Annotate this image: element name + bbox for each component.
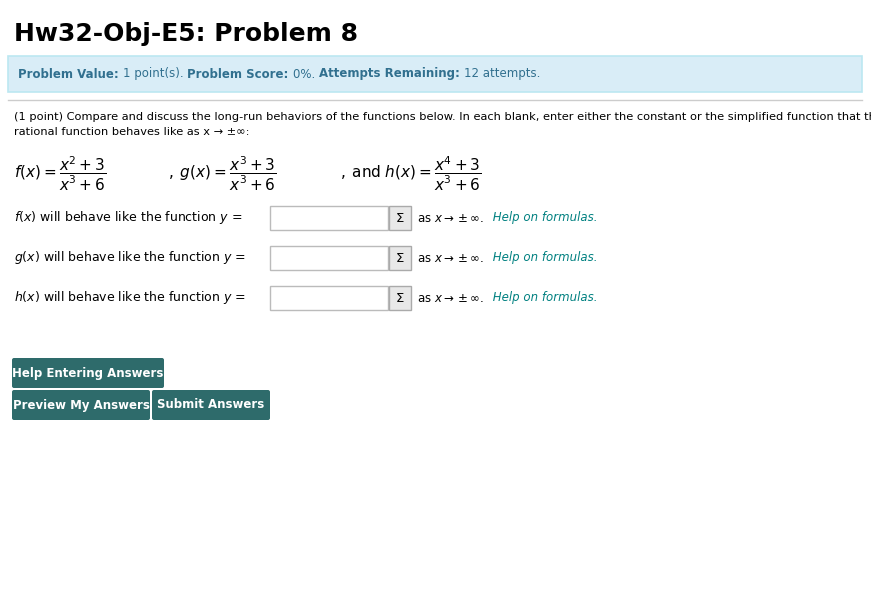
Text: 12 attempts.: 12 attempts. <box>463 68 540 80</box>
Text: Problem Value:: Problem Value: <box>18 68 123 80</box>
FancyBboxPatch shape <box>152 390 270 420</box>
Bar <box>389 246 411 270</box>
Text: Hw32-Obj-E5: Problem 8: Hw32-Obj-E5: Problem 8 <box>14 22 358 46</box>
Text: $\mathit{g}(x)$ will behave like the function $\mathit{y}$ =: $\mathit{g}(x)$ will behave like the fun… <box>14 250 246 267</box>
Text: $\Sigma$: $\Sigma$ <box>395 252 405 264</box>
FancyBboxPatch shape <box>12 390 150 420</box>
Text: $\Sigma$: $\Sigma$ <box>395 292 405 304</box>
Bar <box>270 246 388 270</box>
Text: Problem Score:: Problem Score: <box>187 68 293 80</box>
Text: Attempts Remaining:: Attempts Remaining: <box>319 68 463 80</box>
Text: 0%.: 0%. <box>293 68 319 80</box>
Bar <box>389 206 411 230</box>
FancyBboxPatch shape <box>12 358 164 388</box>
Text: as $x \rightarrow \pm\infty$.: as $x \rightarrow \pm\infty$. <box>417 211 484 225</box>
Text: Help on formulas.: Help on formulas. <box>489 211 598 225</box>
Bar <box>389 286 411 310</box>
Text: Help on formulas.: Help on formulas. <box>489 292 598 304</box>
Text: 1 point(s).: 1 point(s). <box>123 68 187 80</box>
Bar <box>8 56 862 92</box>
Text: Preview My Answers: Preview My Answers <box>12 398 150 412</box>
Text: as $x \rightarrow \pm\infty$.: as $x \rightarrow \pm\infty$. <box>417 252 484 264</box>
Text: as $x \rightarrow \pm\infty$.: as $x \rightarrow \pm\infty$. <box>417 292 484 304</box>
Text: rational function behaves like as x → ±∞:: rational function behaves like as x → ±∞… <box>14 127 249 137</box>
Text: Help on formulas.: Help on formulas. <box>489 252 598 264</box>
Bar <box>270 206 388 230</box>
Text: Help Entering Answers: Help Entering Answers <box>12 367 164 379</box>
Text: $, \;\mathrm{and}\; \mathit{h}(x) = \dfrac{x^4+3}{x^3+6}$: $, \;\mathrm{and}\; \mathit{h}(x) = \dfr… <box>340 155 482 193</box>
Text: $, \;\mathit{g}(x) = \dfrac{x^3+3}{x^3+6}$: $, \;\mathit{g}(x) = \dfrac{x^3+3}{x^3+6… <box>168 155 277 193</box>
Text: $\mathit{h}(x)$ will behave like the function $\mathit{y}$ =: $\mathit{h}(x)$ will behave like the fun… <box>14 289 246 306</box>
Text: $\mathit{f}(x)$ will behave like the function $\mathit{y}$ =: $\mathit{f}(x)$ will behave like the fun… <box>14 209 242 227</box>
Text: $\mathit{f}(x) = \dfrac{x^2+3}{x^3+6}$: $\mathit{f}(x) = \dfrac{x^2+3}{x^3+6}$ <box>14 155 106 193</box>
Text: $\Sigma$: $\Sigma$ <box>395 211 405 225</box>
Text: Submit Answers: Submit Answers <box>158 398 265 412</box>
Text: (1 point) Compare and discuss the long-run behaviors of the functions below. In : (1 point) Compare and discuss the long-r… <box>14 112 871 122</box>
Bar <box>270 286 388 310</box>
